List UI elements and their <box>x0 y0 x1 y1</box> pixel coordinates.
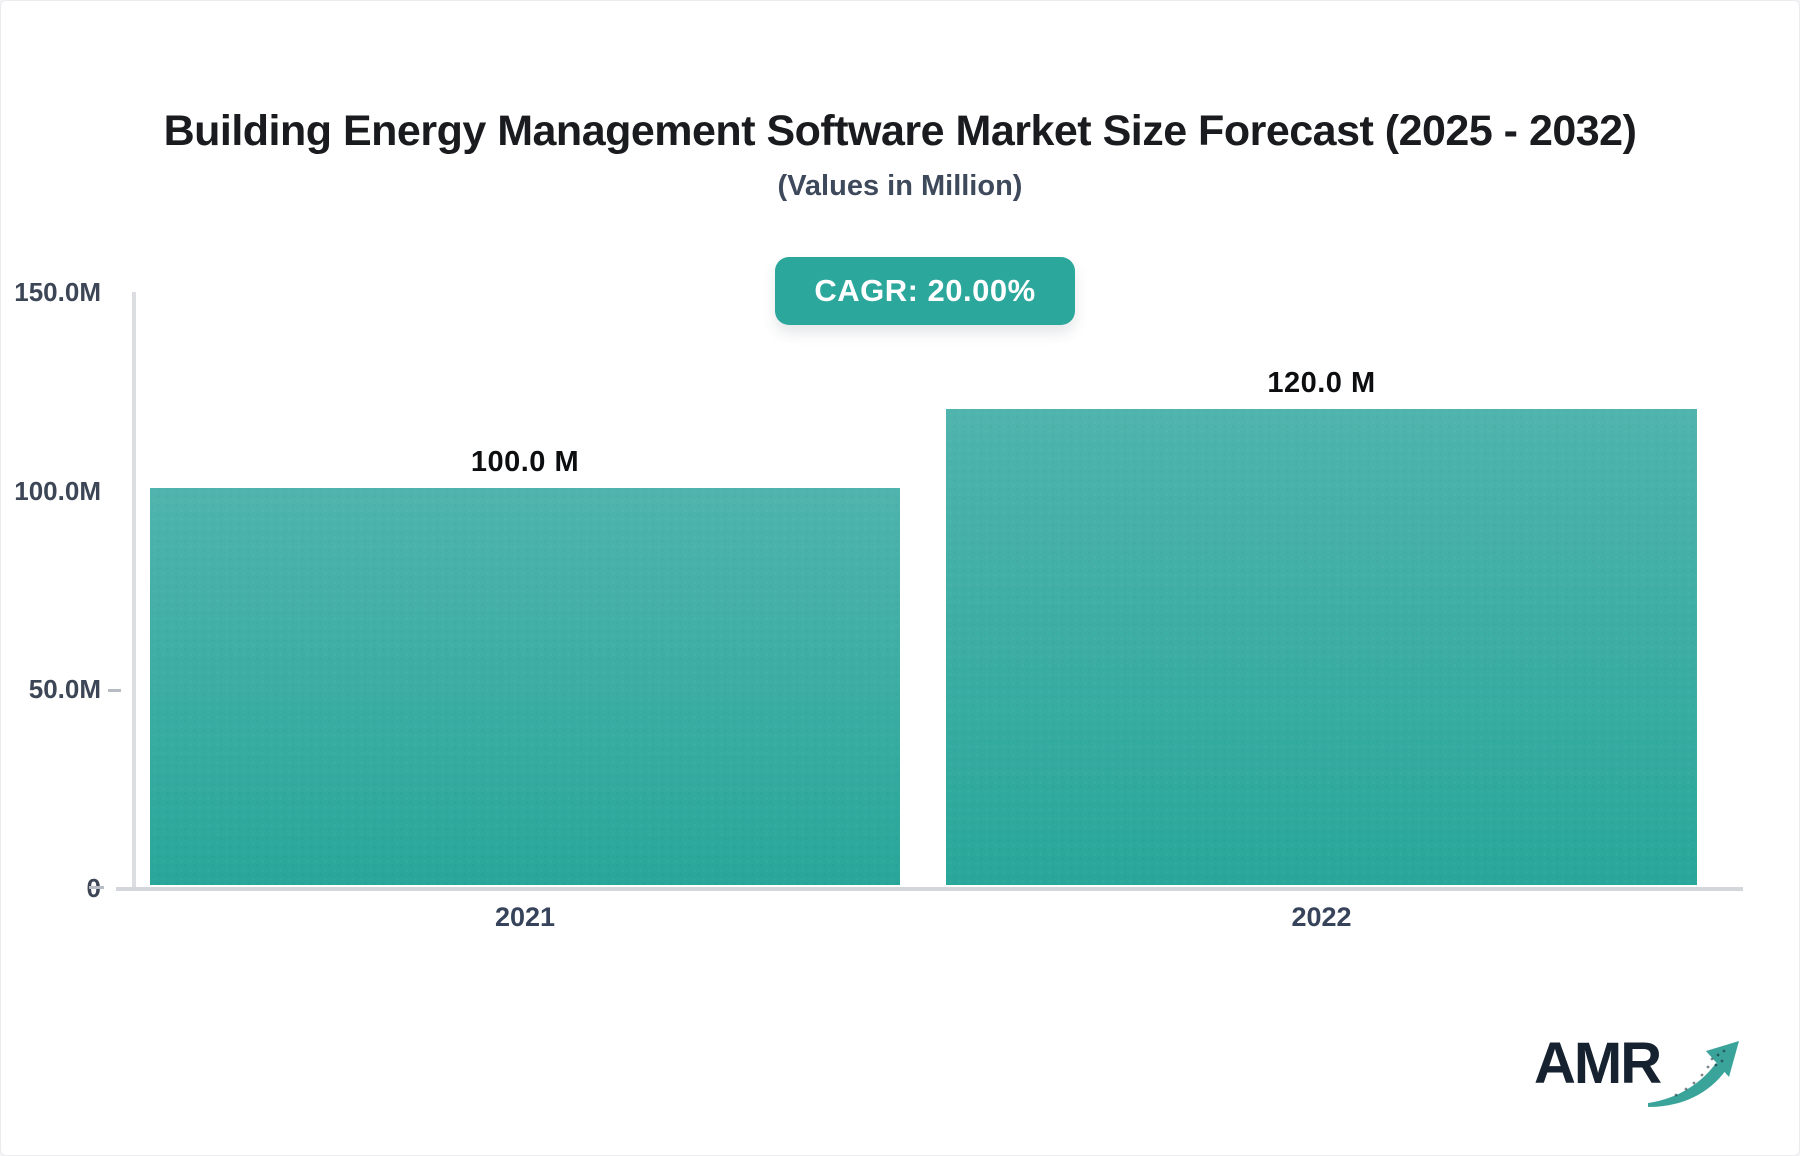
bar-column-2022: 120.0 M <box>946 367 1697 885</box>
amr-logo: AMR <box>1534 1033 1742 1111</box>
x-axis-line <box>116 887 1743 891</box>
y-axis-line <box>132 292 136 889</box>
x-tick-label-2021: 2021 <box>494 902 556 932</box>
bar-column-2021: 100.0 M <box>150 446 900 885</box>
bar-2021[interactable] <box>150 488 900 885</box>
y-tick-label-50: 50.0M <box>28 674 101 704</box>
growth-arrow-icon <box>1648 1041 1740 1107</box>
x-tick-label-2022: 2022 <box>1291 902 1352 932</box>
bar-2022[interactable] <box>946 409 1697 885</box>
chart-subtitle: (Values in Million) <box>777 170 1023 202</box>
cagr-badge: CAGR: 20.00% <box>775 257 1075 325</box>
amr-logo-text: AMR <box>1534 1031 1662 1096</box>
y-tick-label-100: 100.0M <box>14 476 101 506</box>
chart-title: Building Energy Management Software Mark… <box>163 107 1637 155</box>
y-tick-mark-0 <box>89 886 104 889</box>
cagr-badge-label: CAGR: 20.00% <box>814 273 1036 308</box>
y-tick-label-150: 150.0M <box>14 277 101 307</box>
bar-value-label-2021: 100.0 M <box>470 446 580 478</box>
y-tick-label-0: 0 <box>1 873 101 903</box>
bar-value-label-2022: 120.0 M <box>1267 367 1376 399</box>
y-tick-mark-50 <box>108 689 121 692</box>
